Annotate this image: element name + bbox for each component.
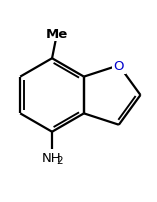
Text: NH: NH xyxy=(42,151,62,164)
Text: 2: 2 xyxy=(57,155,63,165)
Text: O: O xyxy=(114,59,124,72)
Text: Me: Me xyxy=(46,28,68,41)
